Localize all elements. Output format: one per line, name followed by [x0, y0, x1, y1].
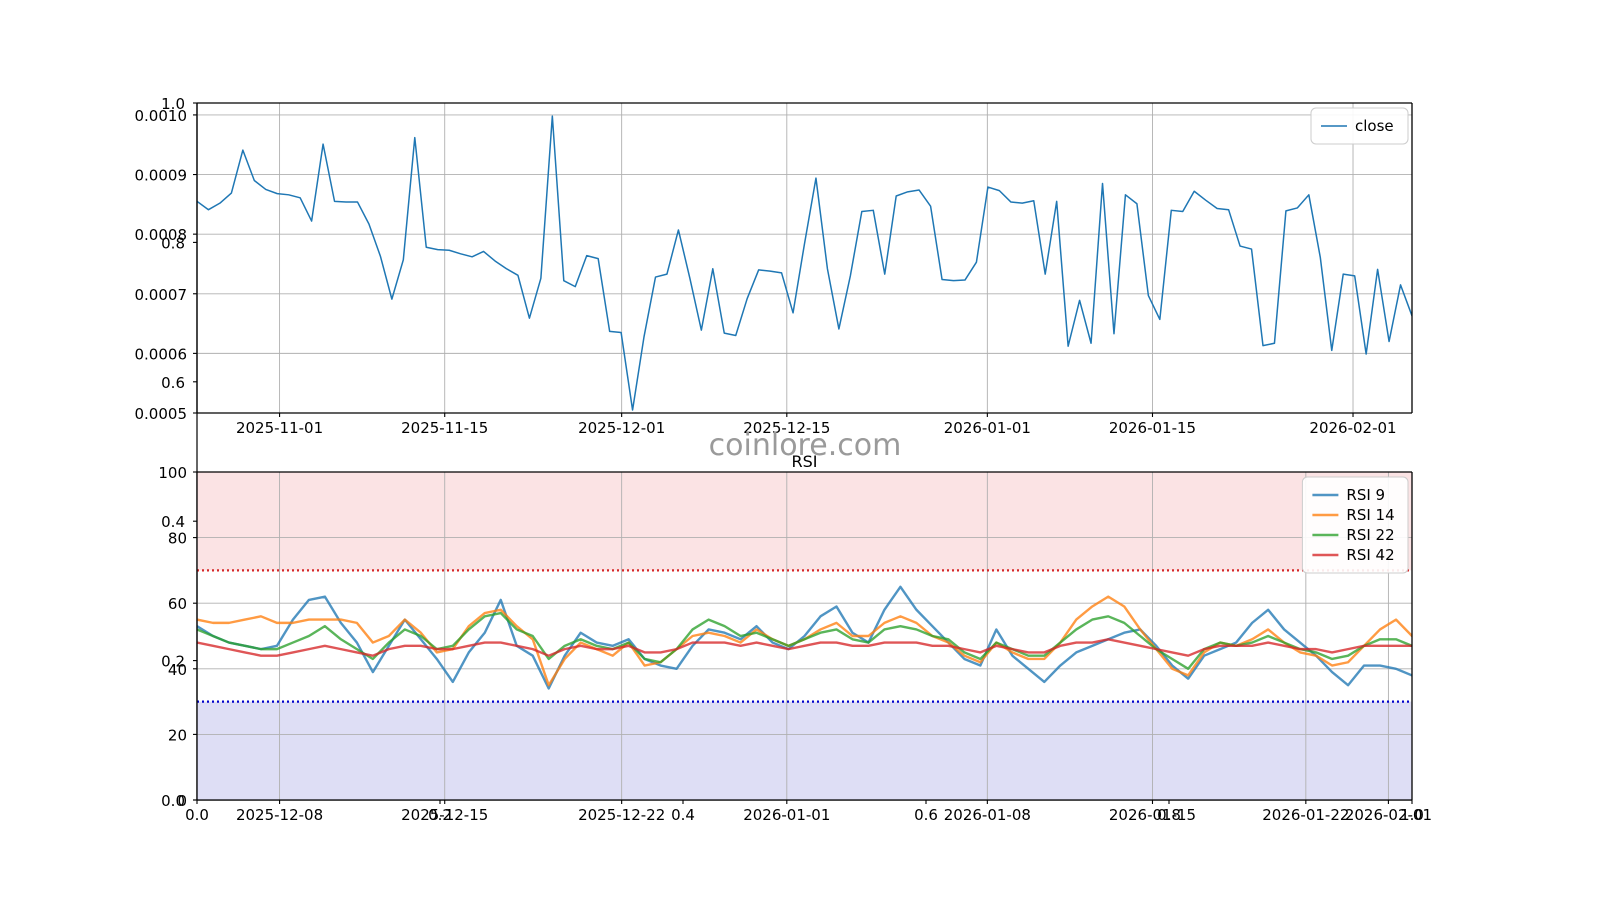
x-tick-label: 2026-02-01 [1345, 806, 1432, 824]
x-tick-label: 2025-12-15 [743, 419, 830, 437]
x-tick-label: 2026-01-01 [743, 806, 830, 824]
ghost-y-tick-label: 0.0 [161, 792, 185, 810]
rsi-band [197, 701, 1412, 800]
y-tick-label: 80 [168, 530, 187, 548]
series-line-close [197, 115, 1412, 411]
legend-label: RSI 22 [1346, 526, 1394, 544]
ghost-y-tick-label: 1.0 [161, 95, 185, 113]
x-tick-label: 2026-01-08 [944, 806, 1031, 824]
y-tick-label: 0.0010 [135, 107, 188, 125]
series-group [197, 585, 1412, 690]
y-tick-label: 0.0006 [135, 345, 188, 363]
y-tick-label: 0.0009 [135, 167, 188, 185]
ghost-x-tick-label: 0.4 [671, 806, 695, 824]
ghost-x-tick-label: 0.6 [914, 806, 938, 824]
y-tick-label: 0.0005 [135, 405, 188, 423]
x-tick-label: 2026-01-01 [944, 419, 1031, 437]
x-tick-label: 2026-02-01 [1309, 419, 1396, 437]
y-tick-label: 20 [168, 726, 187, 744]
y-tick-label: 0.0008 [135, 226, 188, 244]
ghost-x-tick-label: 0.2 [428, 806, 452, 824]
panel-title: RSI [792, 452, 818, 471]
x-tick-label: 2025-12-08 [236, 806, 323, 824]
legend-label: RSI 42 [1346, 546, 1394, 564]
rsi-panel: 0 20 40 60 80 100 2025-12-08 2025-12-15 2025-12-… [158, 452, 1432, 824]
y-tick-label: 0.0007 [135, 286, 188, 304]
legend-label: RSI 14 [1346, 506, 1394, 524]
x-tick-label: 2026-01-15 [1109, 806, 1196, 824]
legend-box [1310, 107, 1409, 145]
y-tick-label: 40 [168, 661, 187, 679]
x-tick-label: 2025-11-01 [236, 419, 323, 437]
legend-label: close [1355, 117, 1394, 135]
x-tick-label: 2025-11-15 [401, 419, 488, 437]
ghost-x-tick-label: 1.0 [1400, 806, 1424, 824]
x-tick-label: 2026-01-22 [1262, 806, 1349, 824]
series-line-rsi-42 [197, 638, 1412, 657]
rsi-band [197, 472, 1412, 571]
ghost-x-tick-label: 0.8 [1157, 806, 1181, 824]
ghost-y-tick-label: 0.4 [161, 513, 185, 531]
ghost-y-tick-label: 0.6 [161, 374, 185, 392]
x-tick-label: 2025-12-22 [578, 806, 665, 824]
price-panel: 0.0005 0.0006 0.0007 0.0008 0.0009 0.0010 2025… [135, 102, 1413, 437]
series-line-rsi-9 [197, 585, 1412, 690]
x-tick-label: 2025-12-01 [578, 419, 665, 437]
legend: RSI 9 RSI 14 RSI 22 RSI 42 [1301, 476, 1409, 574]
y-tick-label: 100 [158, 464, 187, 482]
series-group [197, 115, 1412, 411]
watermark: coinlore.com [709, 428, 902, 463]
ghost-y-tick-label: 0.2 [161, 653, 185, 671]
x-tick-label: 2025-12-15 [401, 806, 488, 824]
ghost-x-tick-label: 0.0 [185, 806, 209, 824]
x-tick-label: 2026-01-15 [1109, 419, 1196, 437]
y-tick-label: 0 [177, 792, 187, 810]
ghost-y-tick-label: 0.8 [161, 234, 185, 252]
legend-label: RSI 9 [1346, 486, 1385, 504]
y-tick-label: 60 [168, 595, 187, 613]
legend-box [1301, 476, 1409, 574]
legend: close [1310, 107, 1409, 145]
